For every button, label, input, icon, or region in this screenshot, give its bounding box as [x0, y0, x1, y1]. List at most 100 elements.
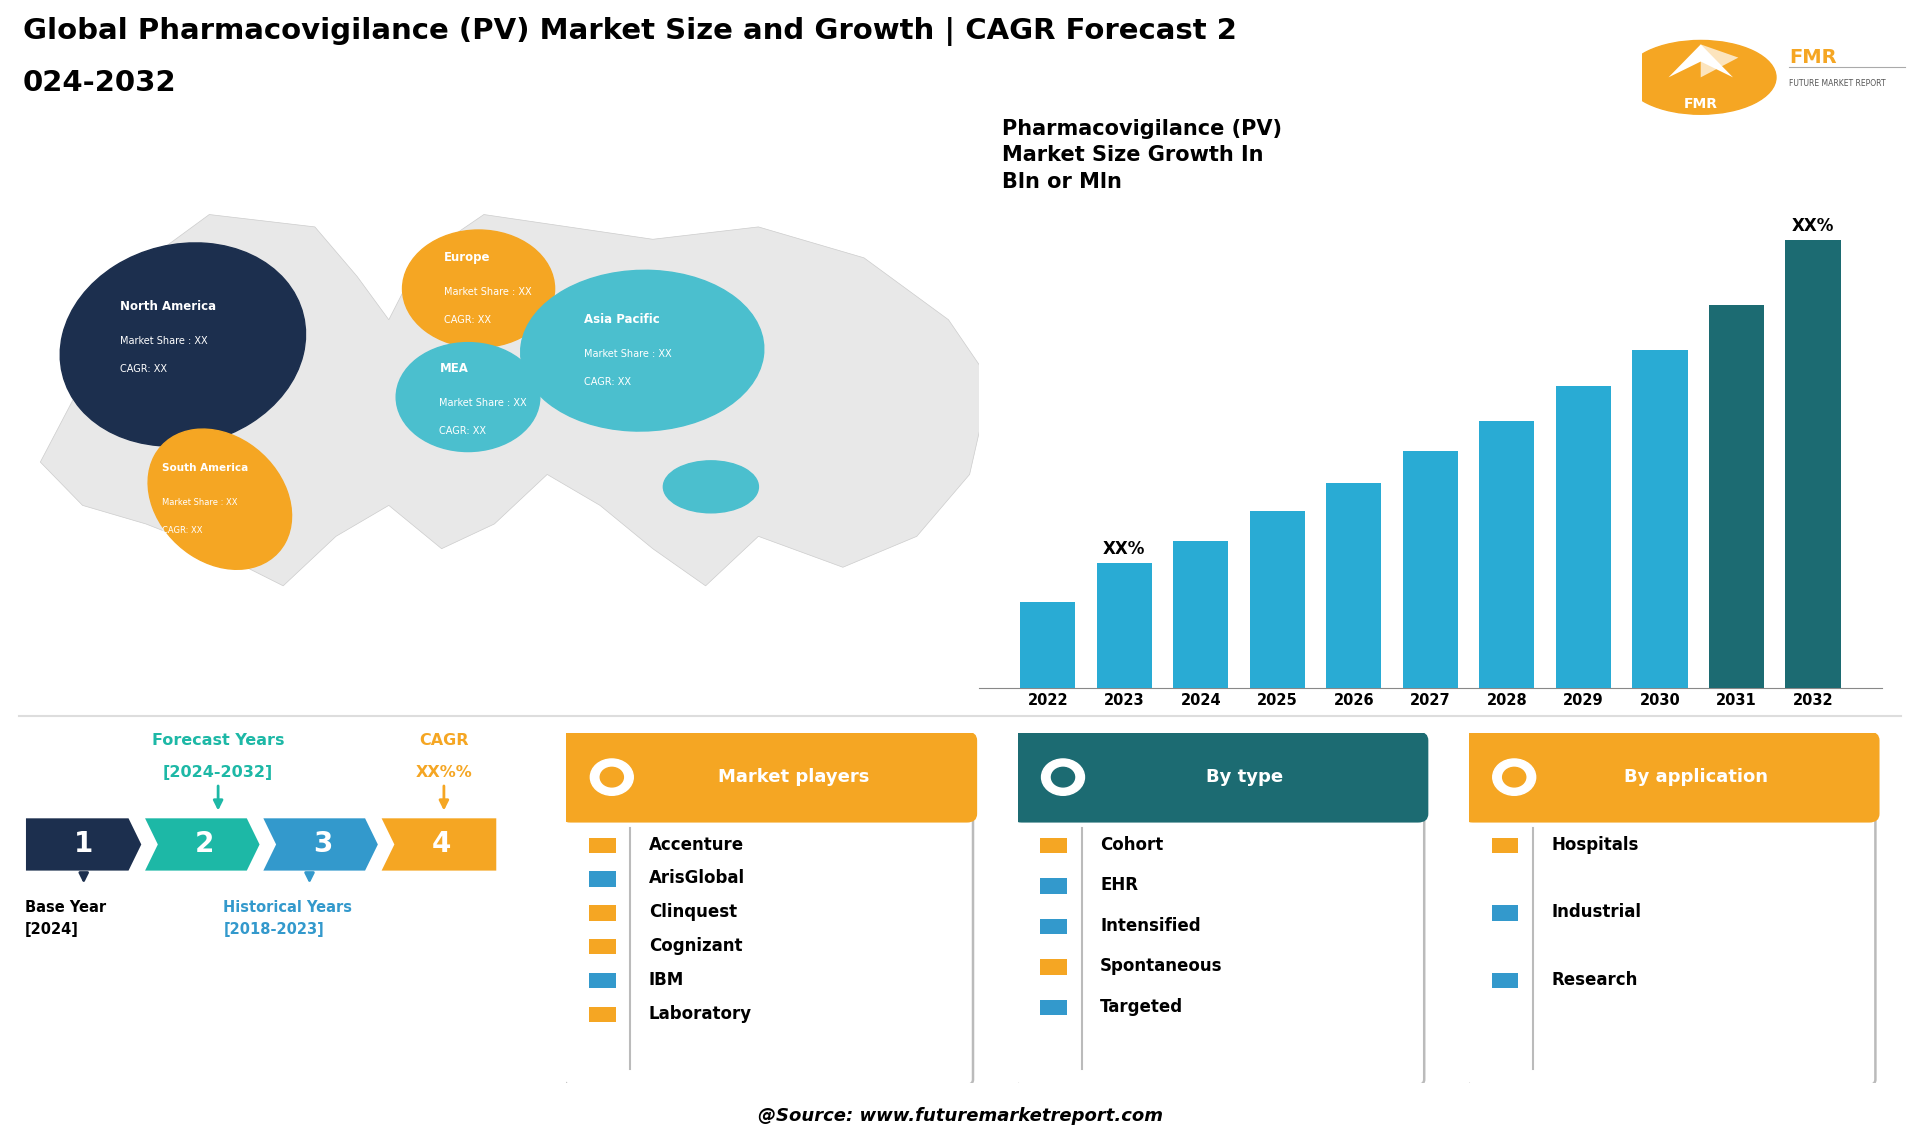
Bar: [1480, 421, 1534, 688]
Circle shape: [601, 768, 624, 787]
Text: Intensified: Intensified: [1100, 917, 1200, 935]
Circle shape: [1492, 759, 1536, 795]
Text: XX%: XX%: [1791, 217, 1834, 235]
Text: Spontaneous: Spontaneous: [1100, 957, 1223, 975]
Ellipse shape: [396, 343, 540, 452]
FancyBboxPatch shape: [561, 731, 977, 823]
Text: Industrial: Industrial: [1551, 903, 1642, 921]
Text: Cohort: Cohort: [1100, 835, 1164, 854]
Polygon shape: [1701, 45, 1738, 78]
Text: CAGR: XX: CAGR: XX: [440, 426, 486, 437]
Circle shape: [1503, 768, 1526, 787]
Text: Pharmacovigilance (PV)
Market Size Growth In
Bln or Mln: Pharmacovigilance (PV) Market Size Growt…: [1002, 119, 1283, 191]
FancyBboxPatch shape: [1016, 816, 1425, 1085]
FancyBboxPatch shape: [1463, 731, 1880, 823]
Ellipse shape: [148, 429, 292, 570]
Text: Laboratory: Laboratory: [649, 1005, 753, 1022]
FancyBboxPatch shape: [1492, 905, 1519, 920]
Text: Research: Research: [1551, 971, 1638, 989]
Ellipse shape: [664, 461, 758, 512]
Circle shape: [1626, 40, 1776, 115]
Text: FMR: FMR: [1789, 48, 1837, 68]
Text: Market players: Market players: [718, 768, 870, 786]
FancyBboxPatch shape: [589, 939, 616, 955]
Text: Market Share : XX: Market Share : XX: [584, 348, 672, 359]
Text: Global Pharmacovigilance (PV) Market Size and Growth | CAGR Forecast 2: Global Pharmacovigilance (PV) Market Siz…: [23, 17, 1236, 46]
Bar: [1555, 386, 1611, 688]
Bar: [1173, 541, 1229, 688]
Text: MEA: MEA: [440, 362, 468, 376]
Text: CAGR: XX: CAGR: XX: [161, 526, 202, 535]
Polygon shape: [142, 817, 261, 872]
Circle shape: [589, 759, 634, 795]
FancyBboxPatch shape: [1041, 919, 1068, 934]
Text: Asia Pacific: Asia Pacific: [584, 313, 660, 325]
Bar: [1786, 240, 1841, 688]
FancyBboxPatch shape: [564, 816, 973, 1085]
Bar: [1404, 450, 1457, 688]
Text: North America: North America: [119, 300, 215, 314]
Polygon shape: [380, 817, 497, 872]
FancyBboxPatch shape: [589, 838, 616, 853]
Text: 024-2032: 024-2032: [23, 69, 177, 96]
Text: CAGR: XX: CAGR: XX: [444, 315, 492, 324]
Text: Historical Years: Historical Years: [223, 901, 353, 916]
Text: 2: 2: [196, 831, 215, 858]
Bar: [1096, 563, 1152, 688]
FancyBboxPatch shape: [1467, 816, 1876, 1085]
Text: Hospitals: Hospitals: [1551, 835, 1640, 854]
Text: ArisGlobal: ArisGlobal: [649, 870, 745, 887]
Text: Targeted: Targeted: [1100, 998, 1183, 1015]
Text: Market Share : XX: Market Share : XX: [119, 337, 207, 346]
Text: CAGR: XX: CAGR: XX: [119, 364, 167, 375]
Text: XX%: XX%: [1104, 540, 1146, 558]
FancyBboxPatch shape: [1492, 838, 1519, 853]
FancyBboxPatch shape: [589, 973, 616, 988]
FancyBboxPatch shape: [1492, 973, 1519, 988]
Text: CAGR: CAGR: [419, 733, 468, 748]
Text: By application: By application: [1624, 768, 1768, 786]
Text: [2024]: [2024]: [25, 921, 79, 936]
Text: Market Share : XX: Market Share : XX: [444, 286, 532, 297]
Text: @Source: www.futuremarketreport.com: @Source: www.futuremarketreport.com: [758, 1107, 1162, 1125]
Text: Clinquest: Clinquest: [649, 903, 737, 921]
Bar: [1632, 351, 1688, 688]
Polygon shape: [40, 214, 991, 586]
FancyBboxPatch shape: [589, 1006, 616, 1022]
Text: 4: 4: [432, 831, 451, 858]
Text: XX%%: XX%%: [415, 766, 472, 780]
FancyBboxPatch shape: [1012, 731, 1428, 823]
FancyBboxPatch shape: [589, 871, 616, 887]
Polygon shape: [1668, 45, 1734, 78]
Text: By type: By type: [1206, 768, 1283, 786]
Text: 1: 1: [75, 831, 94, 858]
Text: CAGR: XX: CAGR: XX: [584, 377, 632, 386]
FancyBboxPatch shape: [1041, 959, 1068, 974]
Circle shape: [1052, 768, 1075, 787]
Bar: [1709, 305, 1764, 688]
FancyBboxPatch shape: [1041, 999, 1068, 1015]
Text: Market Share : XX: Market Share : XX: [440, 399, 528, 408]
Text: IBM: IBM: [649, 971, 684, 989]
Text: [2018-2023]: [2018-2023]: [223, 921, 324, 936]
Ellipse shape: [60, 243, 305, 446]
Bar: [1020, 602, 1075, 688]
FancyBboxPatch shape: [1041, 838, 1068, 853]
Polygon shape: [25, 817, 142, 872]
Text: Cognizant: Cognizant: [649, 937, 743, 955]
Bar: [1327, 482, 1380, 688]
Text: FMR: FMR: [1684, 96, 1718, 111]
Text: Accenture: Accenture: [649, 835, 745, 854]
Text: Market Share : XX: Market Share : XX: [161, 499, 238, 508]
Text: Forecast Years: Forecast Years: [152, 733, 284, 748]
Text: [2024-2032]: [2024-2032]: [163, 766, 273, 780]
Polygon shape: [261, 817, 380, 872]
FancyBboxPatch shape: [589, 905, 616, 920]
Ellipse shape: [520, 270, 764, 431]
Text: EHR: EHR: [1100, 877, 1139, 894]
Bar: [1250, 511, 1306, 688]
Text: Base Year: Base Year: [25, 901, 106, 916]
Text: FUTURE MARKET REPORT: FUTURE MARKET REPORT: [1789, 79, 1885, 88]
Circle shape: [1041, 759, 1085, 795]
Ellipse shape: [403, 230, 555, 347]
